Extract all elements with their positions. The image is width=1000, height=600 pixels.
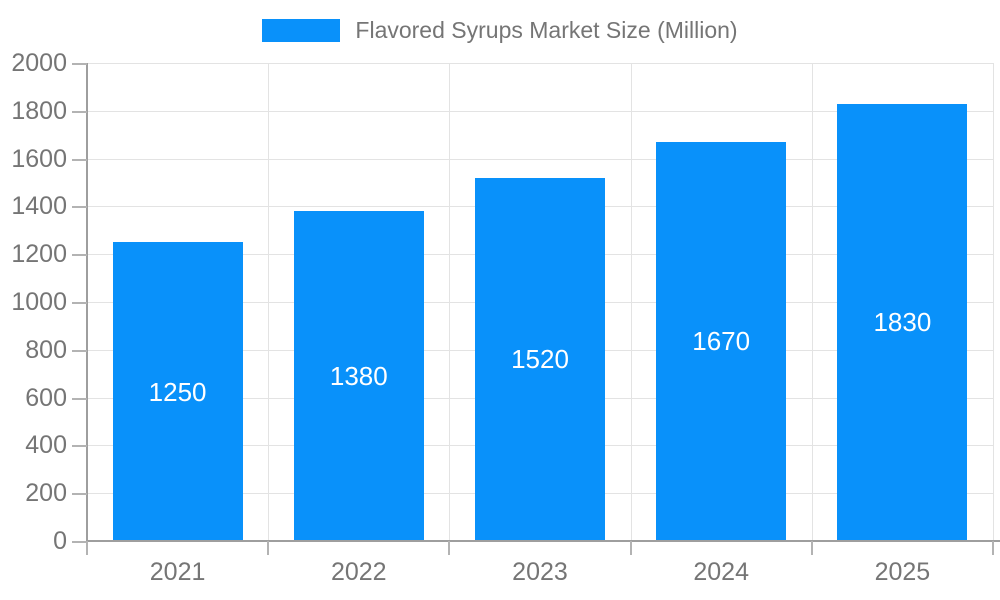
bar-value-label: 1380 (329, 361, 388, 392)
bar: 1830 (837, 103, 968, 541)
bar: 1520 (475, 177, 605, 541)
y-axis-tick (72, 541, 87, 543)
y-axis-tick-label: 1400 (11, 192, 67, 221)
x-axis-tick-label: 2022 (330, 558, 387, 586)
bar: 1250 (112, 242, 243, 541)
bar: 1380 (293, 211, 424, 541)
x-axis-line (86, 540, 1000, 542)
x-axis-tick (810, 541, 813, 555)
legend-swatch (262, 19, 341, 42)
bar-value-label: 1250 (148, 376, 207, 407)
gridline-vertical (630, 63, 632, 541)
bar: 1670 (656, 141, 787, 541)
x-axis-tick-label: 2023 (512, 558, 568, 586)
y-axis-tick (72, 63, 87, 65)
y-axis-tick (72, 206, 87, 209)
x-axis-tick (86, 541, 88, 555)
x-axis-tick (448, 541, 451, 555)
gridline-vertical (268, 63, 270, 541)
plot-area: 1250 1380 1520 1670 1830 (87, 63, 994, 541)
gridline-horizontal (87, 110, 993, 112)
x-axis-tick-label: 2021 (149, 558, 206, 586)
y-axis-tick (72, 493, 87, 496)
gridline-vertical (449, 63, 451, 541)
y-axis-tick-label: 2000 (11, 49, 67, 77)
gridline-horizontal (87, 158, 993, 160)
y-axis-tick (72, 445, 87, 448)
y-axis-tick (72, 110, 87, 113)
y-axis-tick-label: 800 (25, 335, 67, 364)
y-axis-tick-label: 1200 (11, 240, 67, 269)
bar-value-label: 1520 (511, 344, 569, 375)
gridline-vertical (811, 63, 813, 541)
x-axis-tick (629, 541, 632, 555)
x-axis-tick-label: 2024 (693, 558, 749, 586)
y-axis-tick-label: 0 (53, 527, 67, 555)
y-axis-tick-label: 1800 (11, 96, 67, 125)
bar-value-label: 1830 (873, 307, 932, 338)
y-axis-tick-label: 600 (25, 383, 67, 412)
x-axis-tick-label: 2025 (874, 558, 931, 586)
y-axis-tick (72, 302, 87, 304)
y-axis-line (86, 63, 88, 541)
legend-label: Flavored Syrups Market Size (Million) (355, 17, 738, 43)
y-axis-tick (72, 254, 87, 257)
y-axis-tick-label: 1600 (11, 144, 67, 173)
y-axis-tick-label: 1000 (11, 288, 67, 316)
y-axis-tick-label: 400 (25, 431, 67, 460)
bar-value-label: 1670 (692, 326, 751, 357)
y-axis-tick (72, 158, 87, 161)
y-axis-tick (72, 397, 87, 400)
x-axis-tick (267, 541, 270, 555)
gridline-vertical (993, 63, 994, 541)
x-axis-tick (992, 541, 994, 555)
y-axis-tick (72, 349, 87, 352)
legend: Flavored Syrups Market Size (Million) (0, 17, 1000, 44)
y-axis-tick-label: 200 (25, 479, 67, 508)
gridline-horizontal (87, 63, 993, 64)
